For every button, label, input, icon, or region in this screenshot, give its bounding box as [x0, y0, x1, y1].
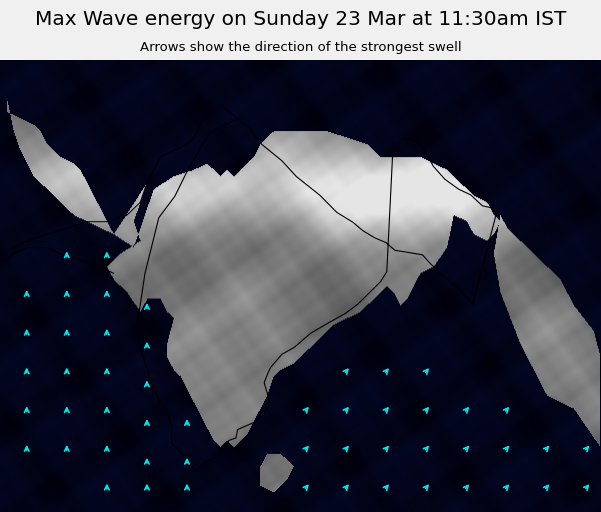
Text: Arrows show the direction of the strongest swell: Arrows show the direction of the stronge…	[139, 40, 462, 54]
Text: Max Wave energy on Sunday 23 Mar at 11:30am IST: Max Wave energy on Sunday 23 Mar at 11:3…	[35, 10, 566, 29]
